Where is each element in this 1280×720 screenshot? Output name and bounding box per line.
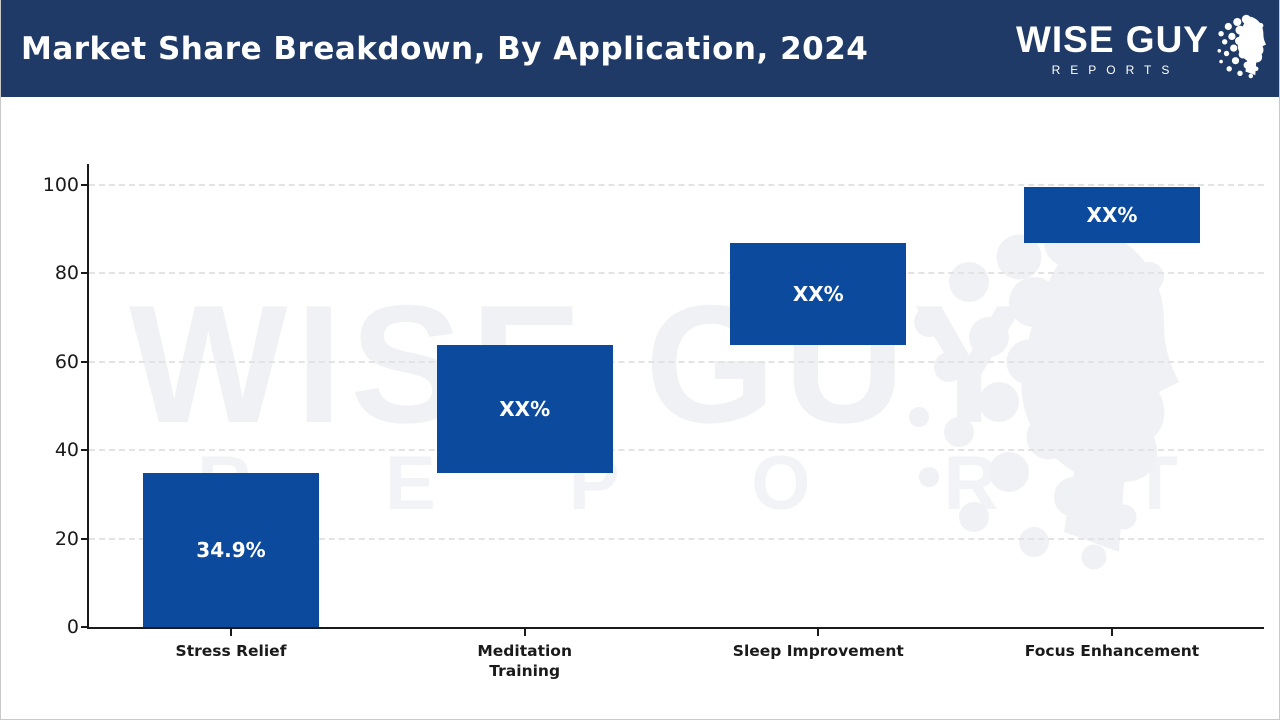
- x-axis: [87, 627, 1264, 629]
- y-tick-label: 0: [66, 616, 79, 638]
- y-tick-label: 40: [54, 439, 79, 462]
- y-tick-label: 20: [54, 527, 79, 550]
- y-tick-label: 60: [54, 350, 79, 373]
- y-gridline: [89, 537, 1264, 540]
- bar: XX%: [436, 344, 613, 473]
- bar-value-label: 34.9%: [196, 537, 266, 562]
- bar-value-label: XX%: [792, 281, 844, 306]
- x-tick-mark: [817, 629, 820, 636]
- x-tick-label: Meditation Training: [477, 642, 572, 680]
- header-band: Market Share Breakdown, By Application, …: [1, 0, 1279, 97]
- logo-wordmark: WISE GUY: [1015, 19, 1209, 60]
- logo-subtitle: REPORTS: [1051, 63, 1180, 77]
- y-tick-mark: [81, 360, 89, 363]
- y-tick-mark: [81, 272, 89, 275]
- y-tick-mark: [81, 626, 89, 628]
- chart-title: Market Share Breakdown, By Application, …: [21, 30, 869, 67]
- x-tick-mark: [523, 629, 526, 636]
- x-tick-mark: [230, 629, 232, 636]
- y-tick-mark: [81, 184, 89, 186]
- bar-value-label: XX%: [1086, 202, 1138, 227]
- bar: XX%: [730, 242, 907, 345]
- wiseguy-logo-text: WISE GUY REPORTS: [1016, 21, 1209, 76]
- bar: XX%: [1024, 186, 1200, 243]
- y-tick-label: 80: [54, 262, 79, 285]
- x-tick-label: Stress Relief: [175, 642, 287, 660]
- y-tick-mark: [81, 537, 89, 540]
- bar: 34.9%: [143, 472, 319, 627]
- y-axis: [87, 164, 89, 629]
- x-tick-mark: [1111, 629, 1113, 636]
- wiseguy-logo: WISE GUY REPORTS: [1016, 12, 1267, 86]
- y-tick-mark: [81, 449, 89, 452]
- y-gridline: [89, 184, 1264, 186]
- y-gridline: [89, 360, 1264, 363]
- bar-value-label: XX%: [499, 396, 551, 421]
- x-tick-label: Sleep Improvement: [732, 642, 904, 660]
- x-tick-label: Focus Enhancement: [1024, 642, 1200, 660]
- y-gridline: [89, 449, 1264, 452]
- y-tick-label: 100: [42, 174, 79, 196]
- y-gridline: [89, 272, 1264, 275]
